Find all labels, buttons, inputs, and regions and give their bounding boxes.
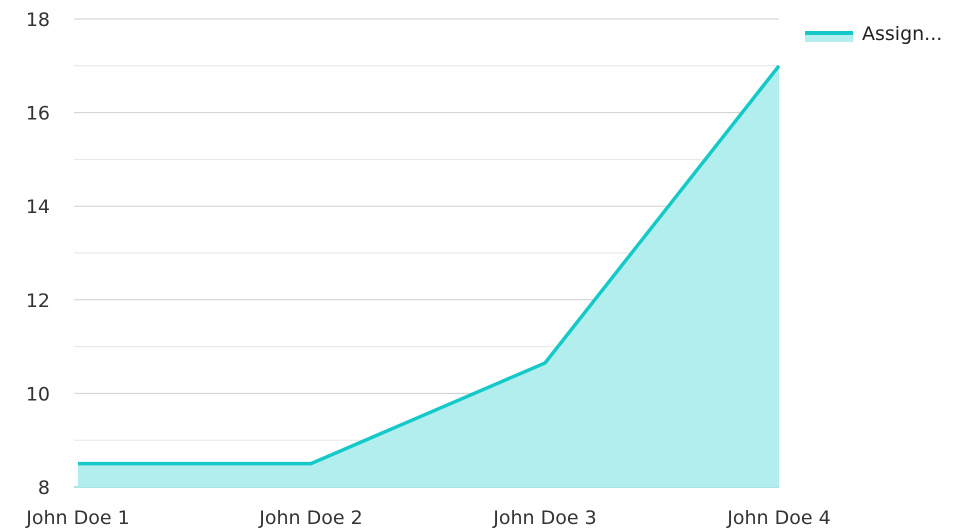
y-tick-label: 8 [38, 477, 50, 499]
y-tick-label: 14 [26, 196, 50, 218]
y-tick-label: 18 [26, 9, 50, 31]
series-area [78, 65, 779, 488]
legend-swatch-fill [805, 33, 853, 42]
y-tick-label: 12 [26, 290, 50, 312]
legend-label: Assign... [862, 23, 942, 45]
x-tick-label: John Doe 1 [25, 507, 129, 529]
series-line-group [78, 64, 781, 466]
legend[interactable]: Assign... [805, 23, 942, 45]
y-axis-ticks: 8 10 12 14 16 18 [26, 9, 50, 499]
x-tick-label: John Doe 4 [726, 507, 830, 529]
area-fill [78, 65, 779, 488]
y-tick-label: 10 [26, 383, 50, 405]
y-tick-label: 16 [26, 103, 50, 125]
x-tick-label: John Doe 3 [492, 507, 596, 529]
x-axis-ticks: John Doe 1 John Doe 2 John Doe 3 John Doe 4 [25, 507, 830, 529]
legend-swatch-line [805, 31, 853, 35]
x-tick-label: John Doe 2 [258, 507, 362, 529]
series-line [78, 64, 781, 466]
